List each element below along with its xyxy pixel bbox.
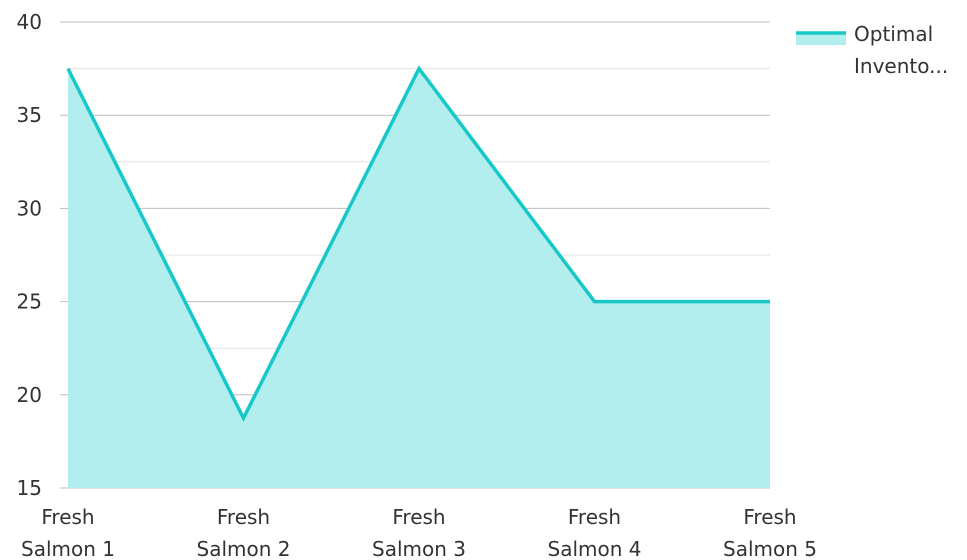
legend-label-line-2: Invento... bbox=[854, 54, 948, 78]
legend[interactable]: Optimal Invento... bbox=[796, 22, 948, 78]
y-tick-label: 20 bbox=[17, 383, 42, 407]
area-layer bbox=[62, 63, 776, 488]
x-tick-label-line: Salmon 4 bbox=[548, 537, 642, 560]
y-tick-label: 30 bbox=[17, 196, 42, 220]
data-point-3[interactable] bbox=[413, 63, 425, 75]
x-tick-label: Fresh Salmon 5 bbox=[723, 505, 817, 560]
x-tick-label-line: Fresh bbox=[743, 505, 796, 529]
y-axis-ticks: 15 20 25 30 35 40 bbox=[17, 10, 42, 500]
data-point-1[interactable] bbox=[62, 63, 74, 75]
x-tick-label-line: Fresh bbox=[217, 505, 270, 529]
x-tick-label-line: Fresh bbox=[568, 505, 621, 529]
y-tick-label: 35 bbox=[17, 103, 42, 127]
x-tick-label-line: Salmon 2 bbox=[197, 537, 291, 560]
x-tick-label-line: Salmon 3 bbox=[372, 537, 466, 560]
legend-swatch bbox=[796, 33, 846, 45]
x-tick-label: Fresh Salmon 3 bbox=[372, 505, 466, 560]
data-point-5[interactable] bbox=[764, 296, 776, 308]
y-tick-label: 25 bbox=[17, 290, 42, 314]
x-tick-label: Fresh Salmon 2 bbox=[197, 505, 291, 560]
legend-label: Optimal Invento... bbox=[854, 22, 948, 78]
x-tick-label-line: Salmon 1 bbox=[21, 537, 115, 560]
y-tick-label: 40 bbox=[17, 10, 42, 34]
series-area-fill bbox=[68, 68, 770, 488]
x-tick-label-line: Salmon 5 bbox=[723, 537, 817, 560]
legend-label-line-1: Optimal bbox=[854, 22, 933, 46]
x-tick-label-line: Fresh bbox=[392, 505, 445, 529]
series-line bbox=[66, 65, 770, 422]
x-tick-label-line: Fresh bbox=[41, 505, 94, 529]
y-tick-label: 15 bbox=[17, 476, 42, 500]
x-tick-label: Fresh Salmon 4 bbox=[548, 505, 642, 560]
data-point-4[interactable] bbox=[589, 296, 601, 308]
data-point-2[interactable] bbox=[238, 412, 250, 424]
x-tick-label: Fresh Salmon 1 bbox=[21, 505, 115, 560]
